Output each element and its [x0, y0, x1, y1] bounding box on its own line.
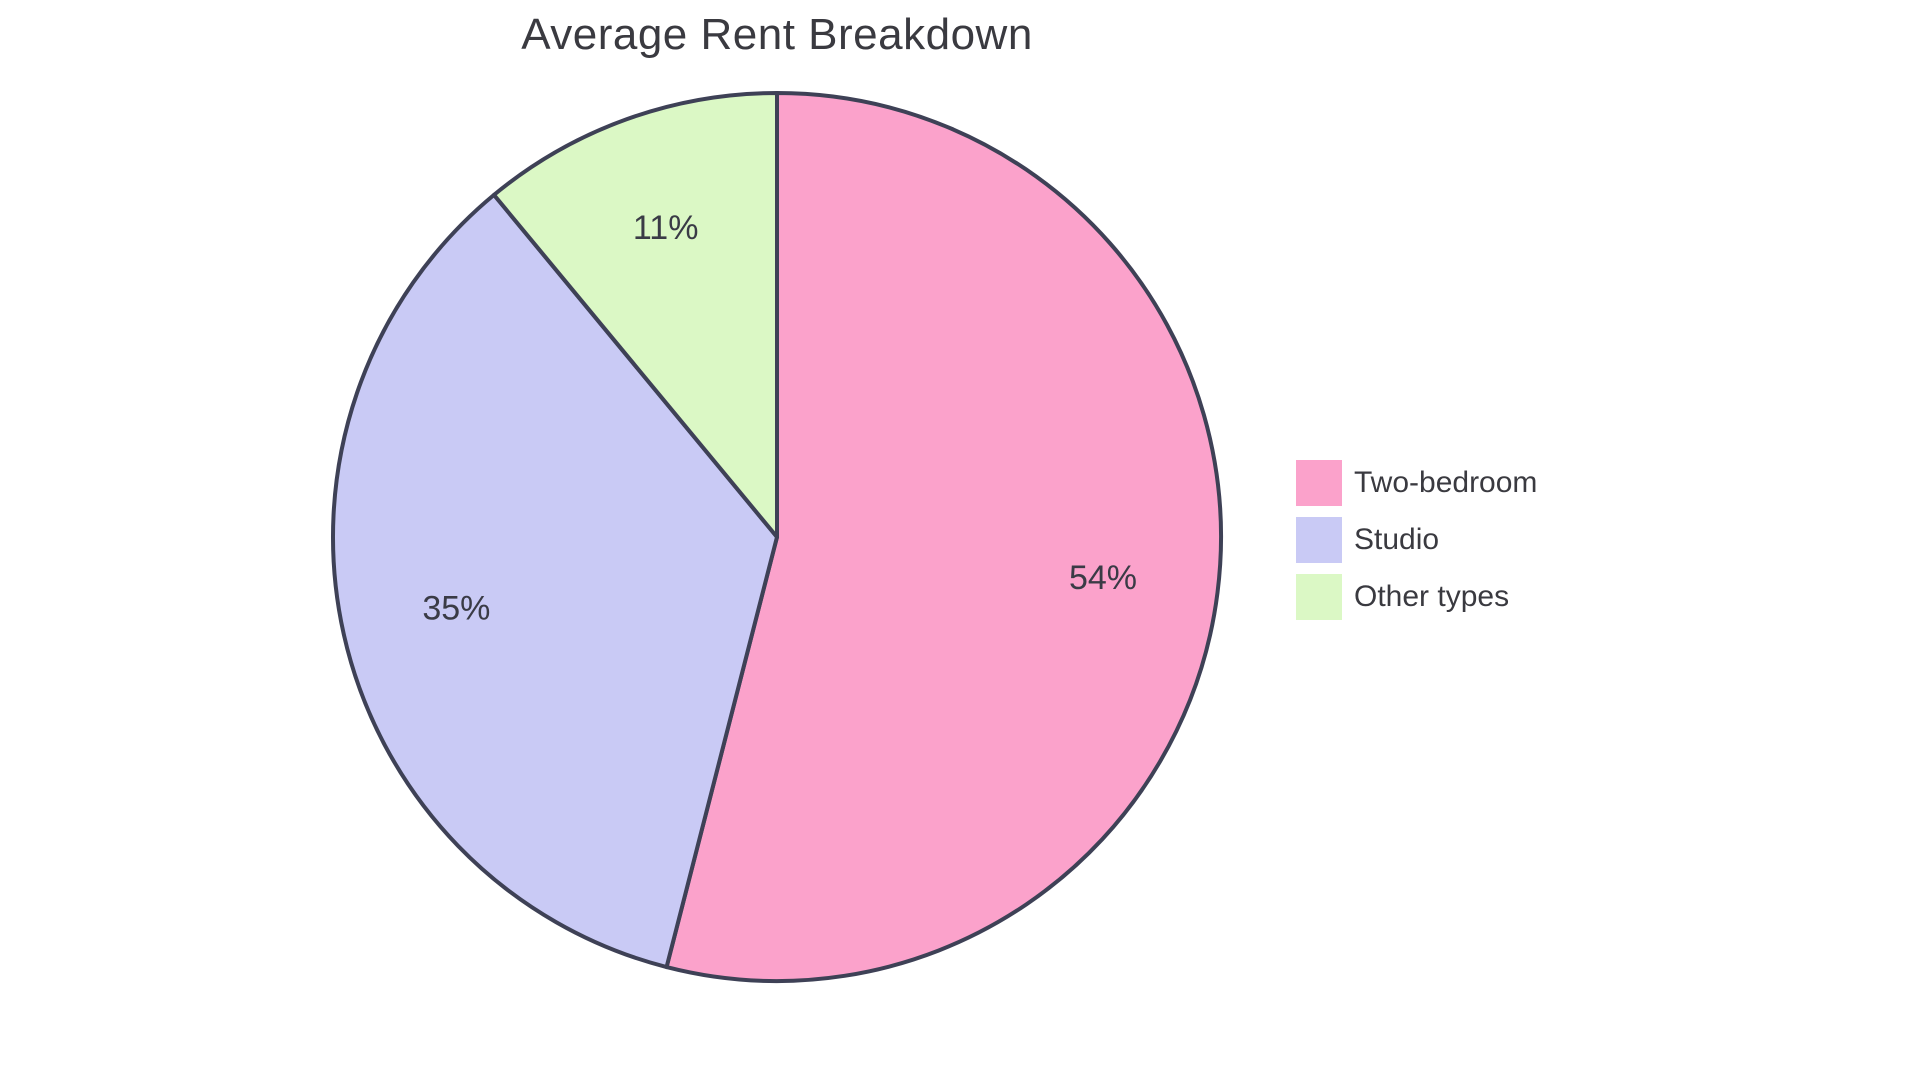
legend-item-studio: Studio	[1296, 517, 1537, 563]
slice-percent-label-other-types: 11%	[633, 209, 699, 247]
legend-label-studio: Studio	[1354, 523, 1440, 556]
legend-item-two-bedroom: Two-bedroom	[1296, 460, 1537, 506]
legend-label-two-bedroom: Two-bedroom	[1354, 466, 1538, 499]
slice-percent-label-two-bedroom: 54%	[1069, 559, 1137, 597]
legend-swatch-two-bedroom	[1296, 460, 1342, 506]
pie-slice-two-bedroom	[664, 91, 1223, 983]
legend-swatch-other-types	[1296, 574, 1342, 620]
pie-slice-other-types	[491, 91, 779, 539]
legend-swatch-studio	[1296, 517, 1342, 563]
slice-percent-label-studio: 35%	[422, 590, 490, 628]
chart-title: Average Rent Breakdown	[521, 10, 1033, 59]
legend-label-other-types: Other types	[1354, 580, 1510, 613]
legend-item-other-types: Other types	[1296, 574, 1537, 620]
pie-slice-studio	[331, 192, 779, 970]
legend: Two-bedroom Studio Other types	[1296, 460, 1537, 631]
